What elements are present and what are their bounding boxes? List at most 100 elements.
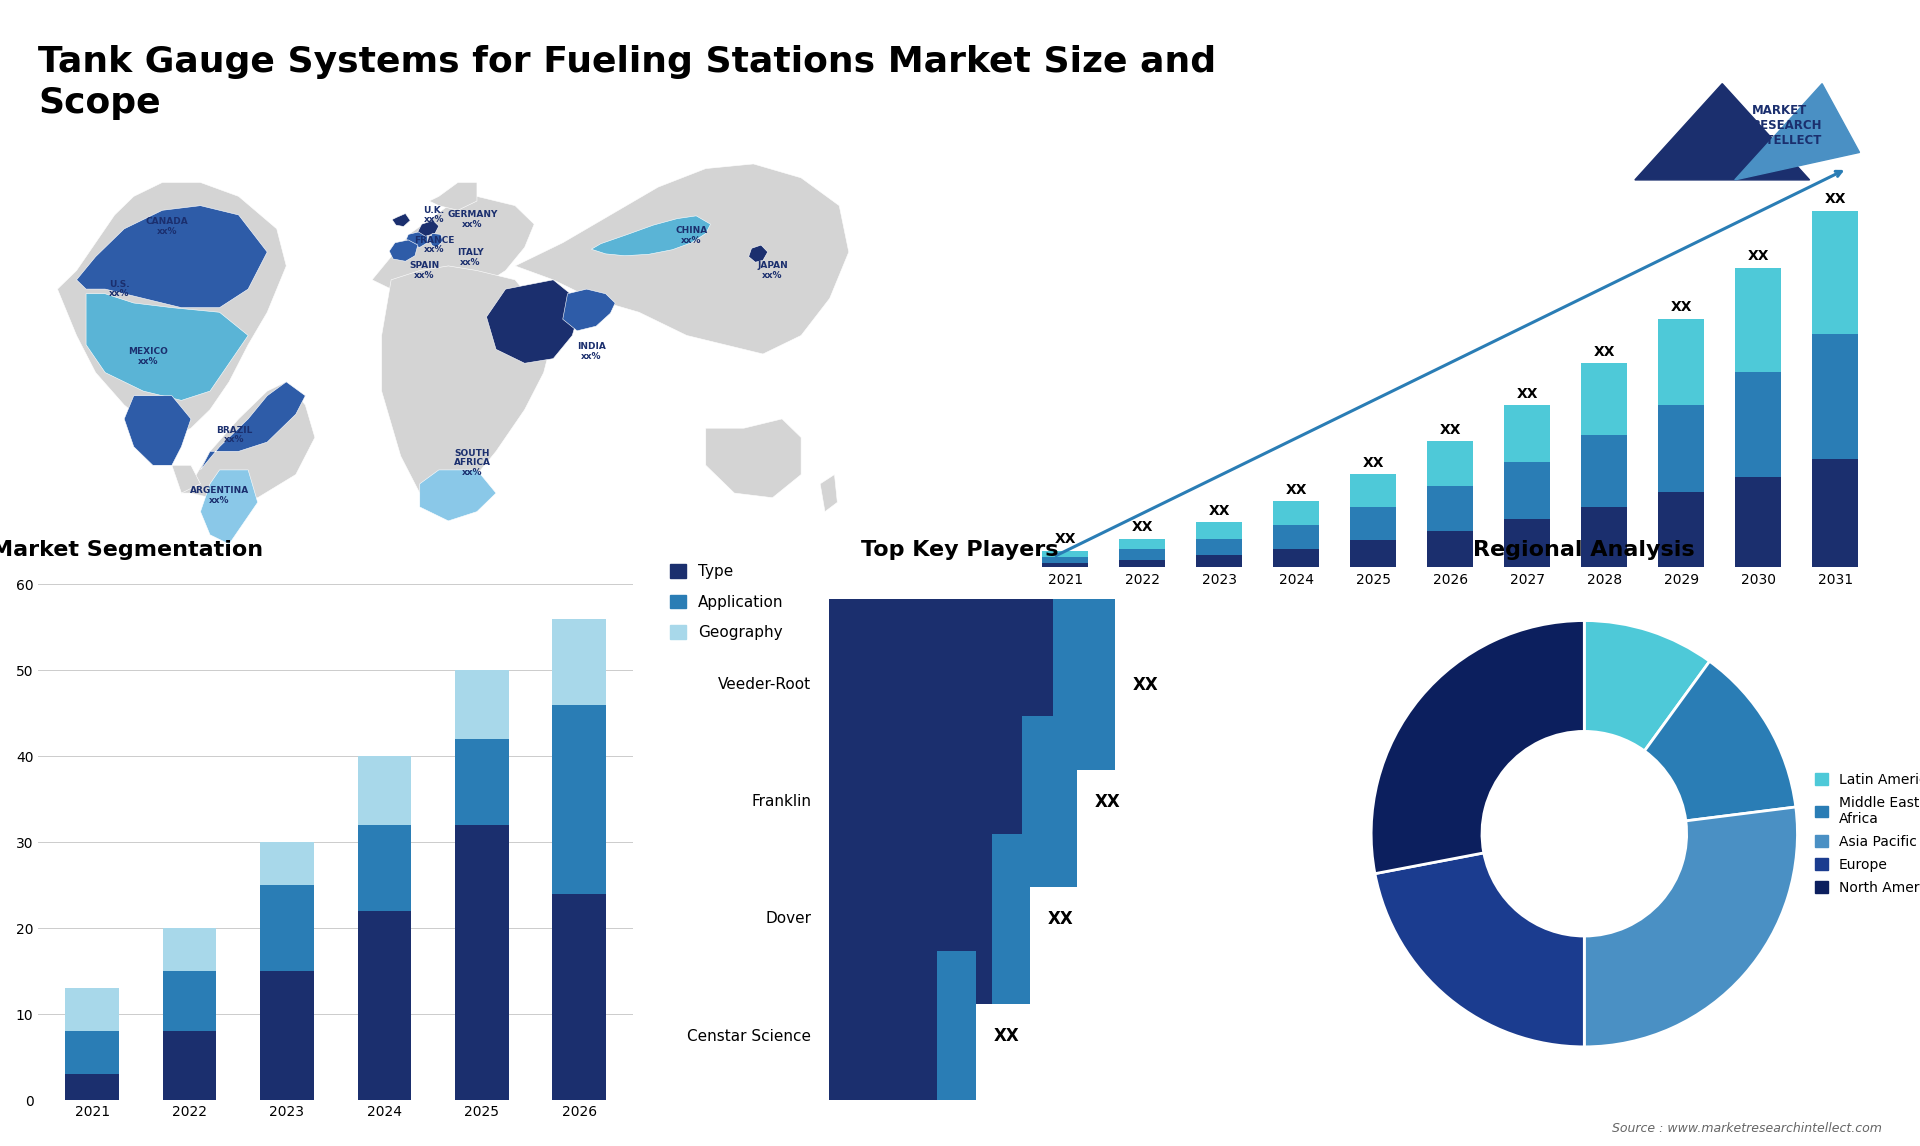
Bar: [163, 1031, 217, 1100]
Polygon shape: [486, 280, 582, 363]
Wedge shape: [1644, 661, 1795, 821]
Legend: Type, Application, Geography: Type, Application, Geography: [670, 564, 783, 639]
Bar: [1736, 372, 1782, 478]
Title: Regional Analysis: Regional Analysis: [1473, 540, 1695, 560]
Text: XX: XX: [1054, 532, 1075, 547]
Polygon shape: [419, 220, 440, 236]
Text: XX: XX: [1131, 520, 1154, 534]
Polygon shape: [591, 215, 710, 256]
Text: XX: XX: [1594, 345, 1615, 359]
Bar: [1503, 519, 1551, 567]
Bar: [65, 988, 119, 1031]
Bar: [1427, 441, 1473, 486]
Bar: [1659, 493, 1705, 567]
Bar: [553, 619, 607, 705]
Text: Dover: Dover: [766, 911, 812, 926]
Bar: [1812, 211, 1859, 333]
Polygon shape: [372, 196, 534, 298]
Polygon shape: [749, 245, 768, 262]
Bar: [1659, 406, 1705, 493]
Polygon shape: [430, 234, 444, 248]
Text: Source : www.marketresearchintellect.com: Source : www.marketresearchintellect.com: [1611, 1122, 1882, 1135]
Bar: [1043, 563, 1089, 567]
Text: CANADA
xx%: CANADA xx%: [146, 217, 188, 236]
Text: XX: XX: [1048, 910, 1073, 928]
Bar: [455, 825, 509, 1100]
Bar: [1273, 525, 1319, 549]
Bar: [261, 971, 313, 1100]
Bar: [163, 971, 217, 1031]
Text: FRANCE
xx%: FRANCE xx%: [415, 236, 455, 254]
Text: ITALY
xx%: ITALY xx%: [457, 249, 484, 267]
Title: Top Key Players: Top Key Players: [862, 540, 1058, 560]
Bar: [1196, 523, 1242, 539]
Text: XX: XX: [995, 1027, 1020, 1045]
Polygon shape: [420, 470, 495, 521]
Text: XX: XX: [1440, 423, 1461, 437]
Polygon shape: [820, 474, 837, 511]
Polygon shape: [430, 182, 476, 210]
Text: U.S.
xx%: U.S. xx%: [109, 280, 131, 298]
Text: Veeder-Root: Veeder-Root: [718, 677, 812, 692]
Text: XX: XX: [1824, 193, 1847, 206]
Wedge shape: [1584, 621, 1709, 751]
Legend: Latin America, Middle East &
Africa, Asia Pacific, Europe, North America: Latin America, Middle East & Africa, Asi…: [1814, 772, 1920, 895]
Text: SOUTH
AFRICA
xx%: SOUTH AFRICA xx%: [453, 449, 492, 477]
Bar: [1659, 319, 1705, 406]
Polygon shape: [1736, 84, 1859, 180]
Bar: [1582, 363, 1628, 435]
Bar: [1119, 539, 1165, 549]
Text: XX: XX: [1133, 675, 1160, 693]
FancyBboxPatch shape: [829, 834, 991, 1004]
Polygon shape: [180, 382, 315, 502]
Bar: [1350, 508, 1396, 540]
Polygon shape: [200, 382, 305, 470]
Bar: [1196, 556, 1242, 567]
Text: XX: XX: [1517, 387, 1538, 401]
Bar: [1119, 559, 1165, 567]
Text: XX: XX: [1094, 793, 1119, 810]
Polygon shape: [515, 164, 849, 354]
Polygon shape: [407, 231, 428, 248]
Text: XX: XX: [1670, 300, 1692, 314]
Bar: [261, 842, 313, 885]
Bar: [1196, 539, 1242, 556]
Text: SPAIN
xx%: SPAIN xx%: [409, 261, 440, 280]
Text: MEXICO
xx%: MEXICO xx%: [129, 347, 167, 366]
Text: XX: XX: [1747, 249, 1768, 264]
Bar: [1043, 557, 1089, 563]
Bar: [1427, 532, 1473, 567]
FancyBboxPatch shape: [1054, 599, 1116, 770]
FancyBboxPatch shape: [829, 716, 1023, 887]
Bar: [1582, 435, 1628, 508]
Circle shape: [1482, 731, 1686, 936]
Polygon shape: [707, 419, 801, 497]
Bar: [261, 885, 313, 971]
Text: XX: XX: [1286, 482, 1308, 497]
Polygon shape: [390, 240, 419, 261]
Bar: [357, 825, 411, 911]
Bar: [65, 1031, 119, 1075]
Polygon shape: [58, 182, 286, 438]
Bar: [357, 911, 411, 1100]
Text: GERMANY
xx%: GERMANY xx%: [447, 210, 497, 229]
Polygon shape: [382, 266, 553, 502]
Text: INDIA
xx%: INDIA xx%: [576, 343, 607, 361]
Text: JAPAN
xx%: JAPAN xx%: [756, 261, 787, 280]
Bar: [1427, 486, 1473, 532]
Polygon shape: [86, 293, 248, 400]
Text: XX: XX: [1363, 456, 1384, 470]
Text: XX: XX: [1208, 504, 1231, 518]
Bar: [1736, 267, 1782, 372]
Text: ARGENTINA
xx%: ARGENTINA xx%: [190, 486, 250, 504]
Text: Market Segmentation: Market Segmentation: [0, 540, 263, 560]
Wedge shape: [1375, 853, 1584, 1047]
FancyBboxPatch shape: [829, 599, 1054, 770]
Bar: [1812, 333, 1859, 460]
Polygon shape: [125, 395, 190, 465]
Polygon shape: [563, 289, 614, 331]
Bar: [1582, 508, 1628, 567]
Bar: [357, 756, 411, 825]
Bar: [1736, 478, 1782, 567]
Text: SAUDI
ARABIA
xx%: SAUDI ARABIA xx%: [524, 296, 563, 324]
